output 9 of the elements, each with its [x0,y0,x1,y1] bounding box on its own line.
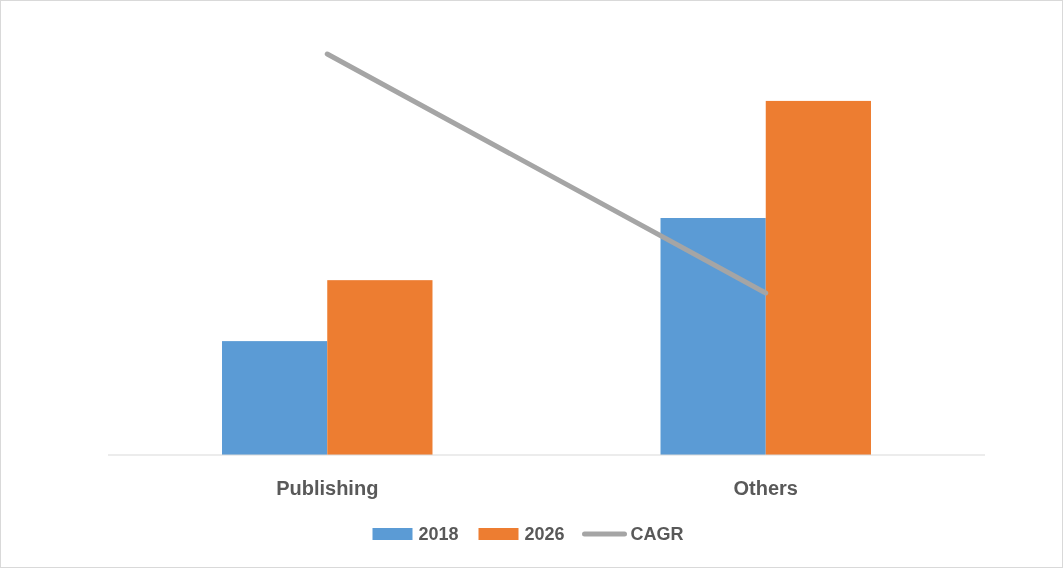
bar [222,341,328,455]
legend-label: 2018 [418,524,459,544]
legend-label: CAGR [630,524,684,544]
bar [765,100,871,455]
x-tick-label: Publishing [276,477,379,499]
x-tick-label: Others [733,477,798,499]
legend-label: 2026 [524,524,565,544]
bar [327,280,433,455]
bar [660,218,766,455]
